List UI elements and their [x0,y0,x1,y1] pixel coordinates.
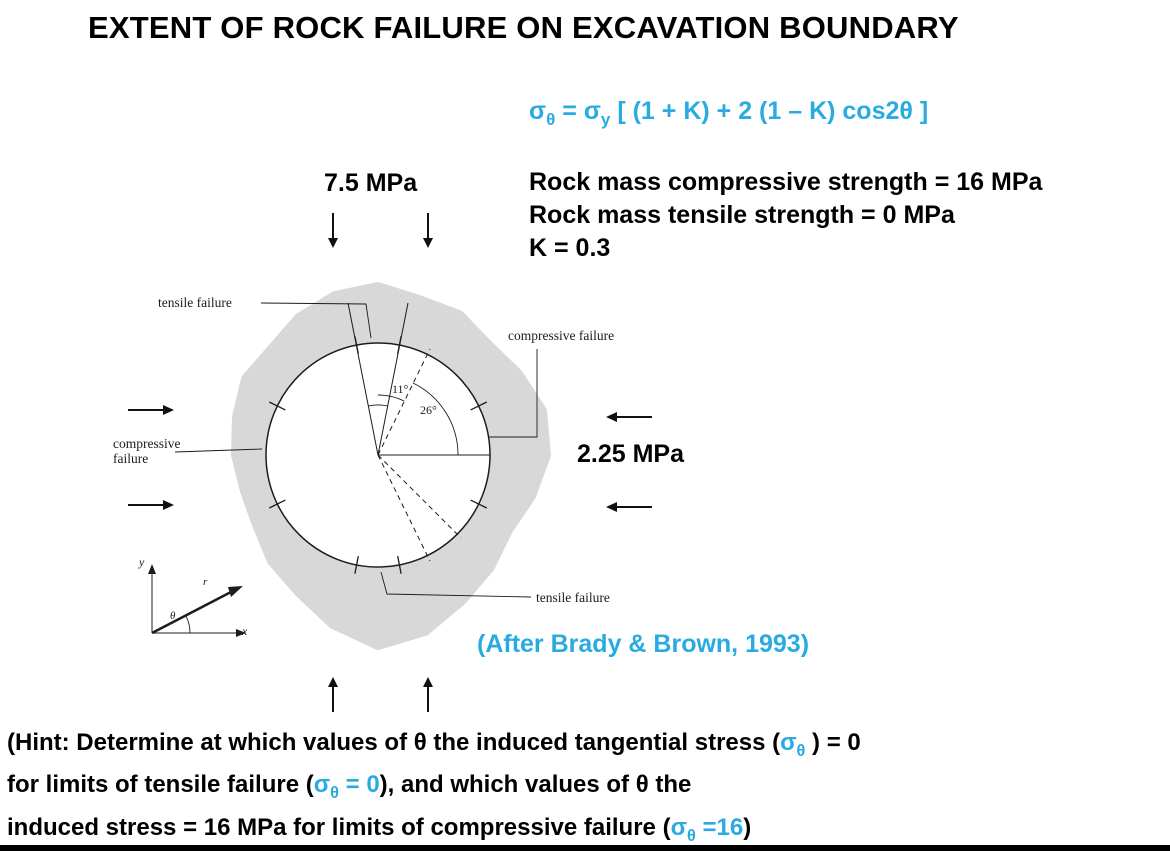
sigma-theta-symbol: σθ [780,729,806,760]
equation-sub-y: y [600,110,611,129]
coordinate-axes [148,564,246,637]
compressive-failure-label-right: compressive failure [508,328,615,343]
x-axis-label: x [242,624,248,638]
y-axis-label: y [139,555,145,569]
rock-parameters: Rock mass compressive strength = 16 MPa … [529,166,1042,265]
hint-line-3-post: ) [743,813,752,841]
theta-angle-label: θ [170,610,176,622]
equation-sigma-theta: σ [529,97,547,125]
hint-line-1-pre: (Hint: Determine at which values of θ th… [7,729,781,756]
sigma-theta-equals-16: σθ =16 [670,813,744,845]
angle-construction-lines [347,302,490,562]
hint-line-1: (Hint: Determine at which values of θ th… [7,726,861,768]
tangential-stress-equation: σθ = σy [ (1 + K) + 2 (1 – K) cos2θ ] [529,97,928,130]
hint-line-2: for limits of tensile failure (σθ = 0), … [7,768,861,810]
tensile-failure-label-top: tensile failure [158,295,232,310]
hint-line-2-post: ), and which values of θ the [379,771,692,799]
horizontal-stress-arrows-right [606,412,652,512]
r-vector-label: r [203,576,208,588]
page-title: EXTENT OF ROCK FAILURE ON EXCAVATION BOU… [88,10,959,45]
leader-lines [174,302,538,598]
sigma-theta-equals-zero: σθ = 0 [313,771,380,803]
tensile-zone-angle-label: 11° [392,382,409,396]
bottom-border-rule [0,845,1170,851]
horizontal-stress-arrows-left [128,405,174,510]
hint-line-2-pre: for limits of tensile failure ( [7,771,314,799]
compressive-strength-text: Rock mass compressive strength = 16 MPa [529,168,1043,196]
hint-text: (Hint: Determine at which values of θ th… [7,726,861,851]
compressive-zone-angle-label: 26° [420,403,437,417]
tensile-strength-text: Rock mass tensile strength = 0 MPa [529,201,955,229]
equation-expression: [ (1 + K) + 2 (1 – K) cos2θ ] [610,97,929,125]
hint-line-3-pre: induced stress = 16 MPa for limits of co… [7,813,671,841]
equation-sub-theta: θ [546,110,556,129]
vertical-stress-arrows-top [328,213,433,248]
vertical-stress-arrows-bottom [328,677,433,712]
horizontal-stress-label: 2.25 MPa [577,440,685,468]
k-ratio-text: K = 0.3 [529,234,611,262]
tensile-failure-label-bottom: tensile failure [536,590,610,605]
hint-line-3: induced stress = 16 MPa for limits of co… [7,811,861,851]
compressive-failure-label-left: compressive failure [113,436,181,466]
vertical-stress-label: 7.5 MPa [324,169,418,197]
citation-text: (After Brady & Brown, 1993) [477,630,810,658]
equation-sigma-y: σ [583,97,601,125]
equation-equals: = [555,97,584,125]
hint-line-1-post: ) = 0 [805,729,861,756]
